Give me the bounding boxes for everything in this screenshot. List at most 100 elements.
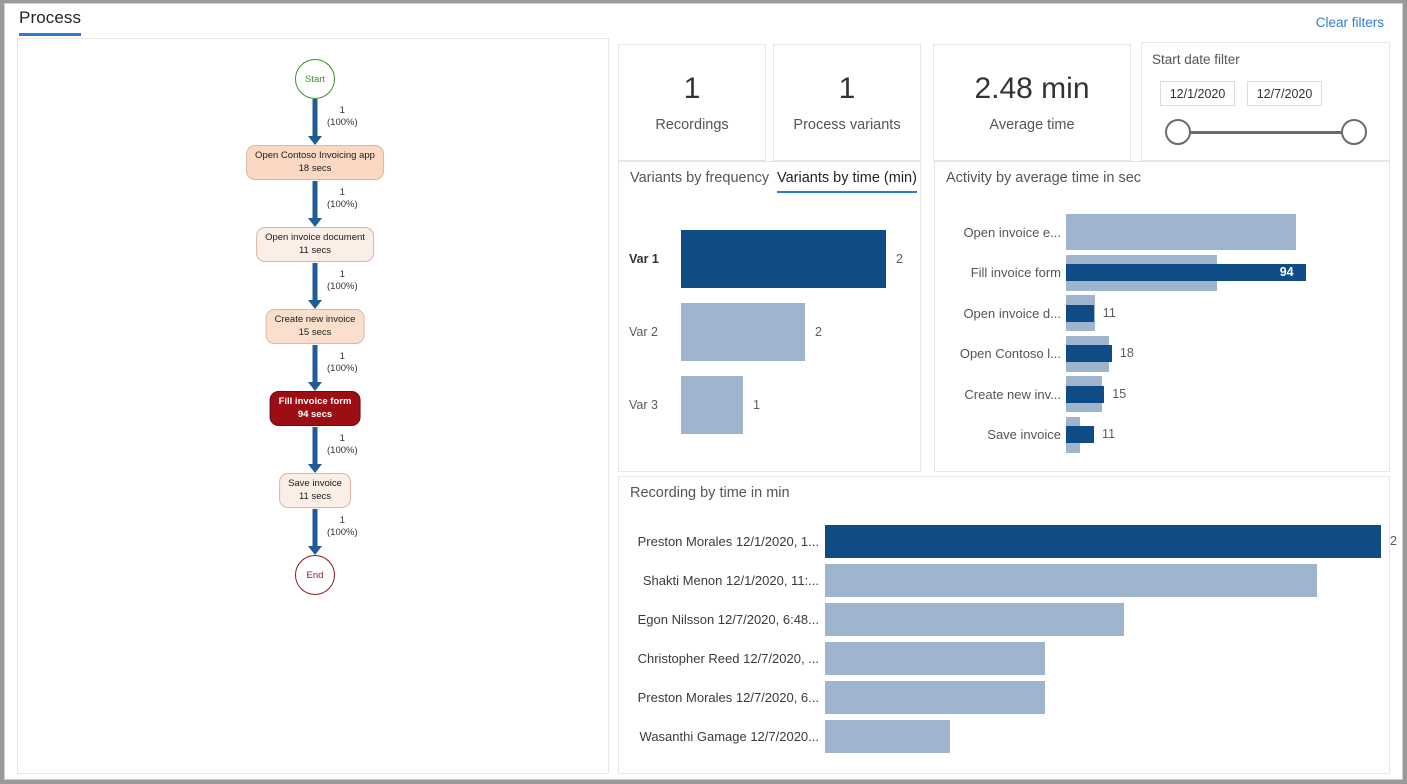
- flow-edge: [312, 427, 318, 464]
- activity-row[interactable]: Open invoice d... 11: [935, 295, 1389, 336]
- flow-edge: [312, 181, 318, 218]
- flow-edge-count: 1: [339, 351, 345, 362]
- activity-chart-title: Activity by average time in sec: [946, 170, 1142, 186]
- flow-node-activity[interactable]: Create new invoice 15 secs: [265, 309, 365, 344]
- activity-bar-value[interactable]: [1066, 426, 1095, 443]
- flow-edge-count: 1: [339, 433, 345, 444]
- variant-row[interactable]: Var 2 2: [619, 303, 920, 361]
- flow-node-activity[interactable]: Fill invoice form 94 secs: [269, 391, 361, 426]
- recording-row[interactable]: Wasanthi Gamage 12/7/2020...: [619, 720, 1389, 753]
- flow-edge: [312, 99, 318, 136]
- recording-label: Preston Morales 12/1/2020, 1...: [637, 534, 819, 549]
- activity-label: Fill invoice form: [970, 265, 1061, 280]
- activity-row[interactable]: Create new inv... 15: [935, 376, 1389, 417]
- variant-row[interactable]: Var 3 1: [619, 376, 920, 434]
- kpi-card-process-variants: 1 Process variants: [773, 44, 921, 161]
- flow-edge-label: 1 (100%): [327, 433, 358, 457]
- clear-filters-link[interactable]: Clear filters: [1315, 15, 1384, 30]
- variant-bar[interactable]: [681, 230, 886, 288]
- flow-edge-arrow: [308, 300, 322, 309]
- flow-node-activity[interactable]: Open Contoso Invoicing app 18 secs: [246, 145, 384, 180]
- activity-value-label: 15: [1112, 386, 1127, 401]
- variant-label: Var 2: [629, 324, 658, 339]
- flow-node-activity[interactable]: Save invoice 11 secs: [279, 473, 351, 508]
- date-range-slider-track[interactable]: [1178, 131, 1354, 134]
- flow-node-duration: 18 secs: [298, 162, 332, 174]
- flow-edge-arrow: [308, 382, 322, 391]
- date-range-slider-handle-right[interactable]: [1341, 119, 1367, 145]
- flow-edge-count: 1: [339, 515, 345, 526]
- activity-bar-value[interactable]: [1066, 304, 1095, 322]
- activity-label: Save invoice: [987, 427, 1061, 442]
- flow-node-end[interactable]: End: [295, 555, 335, 595]
- recording-row[interactable]: Egon Nilsson 12/7/2020, 6:48...: [619, 603, 1389, 636]
- flow-node-duration: 11 secs: [298, 244, 332, 256]
- flow-edge-label: 1 (100%): [327, 351, 358, 375]
- activity-row[interactable]: Fill invoice form 94: [935, 254, 1389, 296]
- process-flow-diagram: Start 1 (100%) Open Contoso Invoicing app 18…: [18, 39, 608, 773]
- kpi-label: Average time: [989, 117, 1075, 133]
- recording-bar[interactable]: [825, 681, 1045, 714]
- flow-edge: [312, 509, 318, 546]
- recording-row[interactable]: Preston Morales 12/7/2020, 6...: [619, 681, 1389, 714]
- flow-node-name: Create new invoice: [274, 314, 356, 325]
- activity-row[interactable]: Open Contoso l... 18: [935, 335, 1389, 377]
- flow-node-duration: 94 secs: [297, 408, 333, 420]
- variant-row[interactable]: Var 1 2: [619, 230, 920, 288]
- flow-node-name: Fill invoice form: [278, 396, 352, 407]
- flow-edge-percent: (100%): [327, 117, 358, 128]
- process-advisor-window: Process Clear filters Start 1 (100%) Open C…: [4, 3, 1403, 780]
- flow-edge-count: 1: [339, 187, 345, 198]
- activity-row[interactable]: Open invoice e...: [935, 214, 1389, 255]
- date-range-slider-handle-left[interactable]: [1165, 119, 1191, 145]
- flow-node-name: Open invoice document: [265, 232, 365, 243]
- activity-value-label: 11: [1102, 305, 1116, 320]
- activity-bar-value[interactable]: [1066, 264, 1306, 281]
- kpi-card-average-time: 2.48 min Average time: [933, 44, 1131, 161]
- recording-bar[interactable]: [825, 642, 1045, 675]
- activity-label: Create new inv...: [964, 386, 1061, 402]
- recording-row[interactable]: Shakti Menon 12/1/2020, 11:...: [619, 564, 1389, 597]
- recording-bar[interactable]: [825, 720, 950, 753]
- recording-label: Wasanthi Gamage 12/7/2020...: [639, 729, 819, 744]
- kpi-label: Process variants: [793, 117, 901, 133]
- date-to-input[interactable]: 12/7/2020: [1247, 81, 1322, 106]
- recording-row[interactable]: Christopher Reed 12/7/2020, ...: [619, 642, 1389, 675]
- page-header: Process Clear filters: [5, 4, 1402, 37]
- recording-row[interactable]: Preston Morales 12/1/2020, 1... 2: [619, 525, 1397, 558]
- date-from-input[interactable]: 12/1/2020: [1160, 81, 1235, 106]
- activity-value-label: 94: [1279, 265, 1294, 279]
- flow-edge-label: 1 (100%): [327, 105, 358, 129]
- tab-variants-by-time[interactable]: Variants by time (min): [777, 170, 917, 193]
- activity-bar-value[interactable]: [1066, 345, 1112, 362]
- tab-variants-by-frequency[interactable]: Variants by frequency: [630, 170, 770, 186]
- flow-node-name: Save invoice: [288, 478, 342, 489]
- activity-bar-value[interactable]: [1066, 385, 1105, 403]
- recording-bar[interactable]: [825, 525, 1381, 558]
- recording-label: Christopher Reed 12/7/2020, ...: [637, 651, 819, 666]
- activity-label: Open Contoso l...: [959, 346, 1061, 361]
- activity-row[interactable]: Save invoice 11: [935, 416, 1389, 458]
- recording-label: Shakti Menon 12/1/2020, 11:...: [642, 573, 819, 588]
- recording-bar[interactable]: [825, 603, 1124, 636]
- flow-node-activity[interactable]: Open invoice document 11 secs: [256, 227, 374, 262]
- flow-edge-label: 1 (100%): [327, 187, 358, 211]
- flow-edge-arrow: [308, 464, 322, 473]
- variants-card: Variants by frequency Variants by time (…: [618, 161, 921, 472]
- kpi-label: Recordings: [655, 117, 729, 133]
- variant-bar[interactable]: [681, 303, 805, 361]
- recording-bar[interactable]: [825, 564, 1317, 597]
- recording-label: Preston Morales 12/7/2020, 6...: [637, 690, 819, 705]
- recording-label: Egon Nilsson 12/7/2020, 6:48...: [637, 612, 819, 627]
- date-filter-title: Start date filter: [1152, 52, 1240, 67]
- variant-bar[interactable]: [681, 376, 743, 434]
- flow-node-start[interactable]: Start: [295, 59, 335, 99]
- activity-card: Activity by average time in sec Open inv…: [934, 161, 1390, 472]
- activity-value-label: 18: [1119, 346, 1134, 360]
- flow-edge-arrow: [308, 136, 322, 145]
- variant-value: 2: [896, 251, 903, 266]
- tab-process[interactable]: Process: [19, 8, 82, 36]
- recording-chart-title: Recording by time in min: [630, 485, 790, 501]
- recording-card: Recording by time in min Preston Morales…: [618, 476, 1397, 774]
- activity-bar-background: [1066, 214, 1297, 250]
